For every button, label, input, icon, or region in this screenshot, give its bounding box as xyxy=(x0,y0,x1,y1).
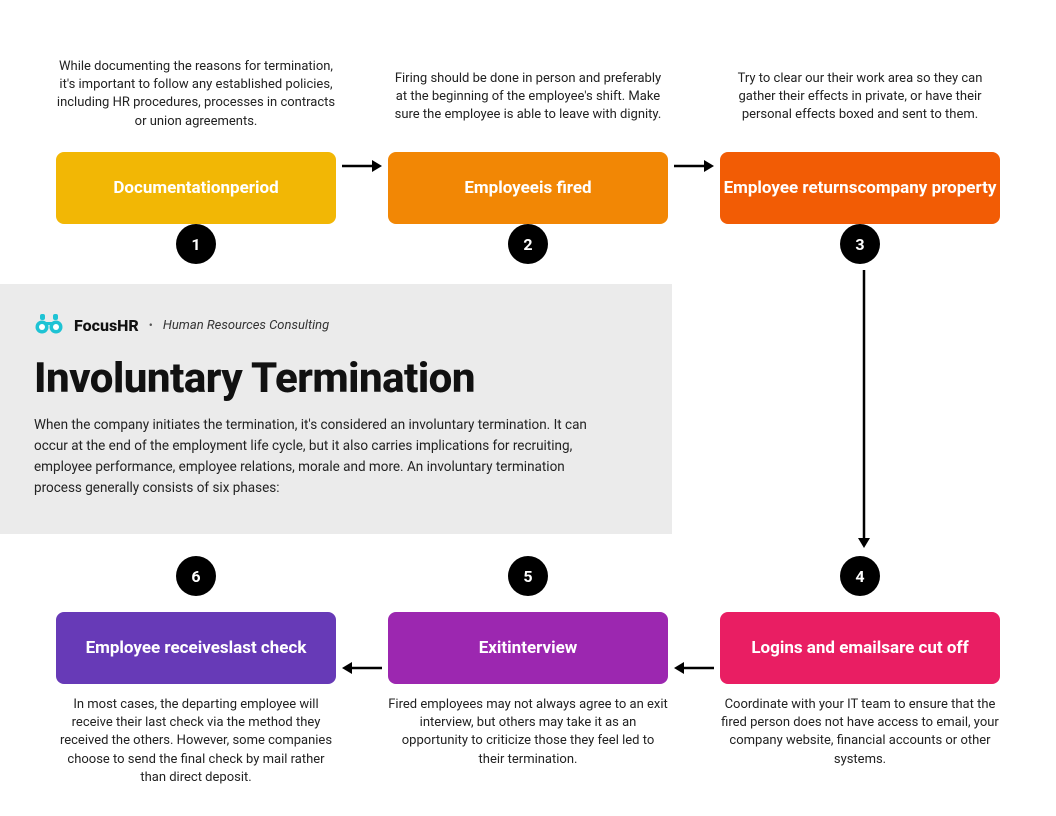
step-desc-2: Firing should be done in person and pref… xyxy=(388,70,668,125)
step-number-3: 3 xyxy=(840,224,880,264)
step-number-4: 4 xyxy=(840,556,880,596)
step-desc-3: Try to clear our their work area so they… xyxy=(720,70,1000,125)
step-box-6: Employee receiveslast check xyxy=(56,612,336,684)
flow-arrow-1 xyxy=(342,158,382,174)
step-number-2: 2 xyxy=(508,224,548,264)
step-desc-5: Fired employees may not always agree to … xyxy=(388,696,668,769)
step-number-5: 5 xyxy=(508,556,548,596)
brand-tagline: Human Resources Consulting xyxy=(163,318,329,333)
step-box-5: Exitinterview xyxy=(388,612,668,684)
intro-text: When the company initiates the terminati… xyxy=(34,415,594,499)
brand-name: FocusHR xyxy=(74,316,139,335)
step-box-2: Employeeis fired xyxy=(388,152,668,224)
binoculars-icon xyxy=(34,312,64,338)
flow-arrow-4 xyxy=(674,660,714,676)
step-desc-1: While documenting the reasons for termin… xyxy=(56,58,336,131)
flow-arrow-3 xyxy=(856,270,872,548)
step-desc-6: In most cases, the departing employee wi… xyxy=(56,696,336,787)
brand-separator: • xyxy=(149,318,153,332)
info-panel: FocusHR • Human Resources Consulting Inv… xyxy=(0,284,672,534)
page-title: Involuntary Termination xyxy=(34,354,638,403)
step-box-4: Logins and emailsare cut off xyxy=(720,612,1000,684)
brand-row: FocusHR • Human Resources Consulting xyxy=(34,312,638,338)
flow-arrow-5 xyxy=(342,660,382,676)
step-box-1: Documentationperiod xyxy=(56,152,336,224)
flow-arrow-2 xyxy=(674,158,714,174)
step-number-6: 6 xyxy=(176,556,216,596)
step-desc-4: Coordinate with your IT team to ensure t… xyxy=(720,696,1000,769)
step-number-1: 1 xyxy=(176,224,216,264)
step-box-3: Employee returnscompany property xyxy=(720,152,1000,224)
